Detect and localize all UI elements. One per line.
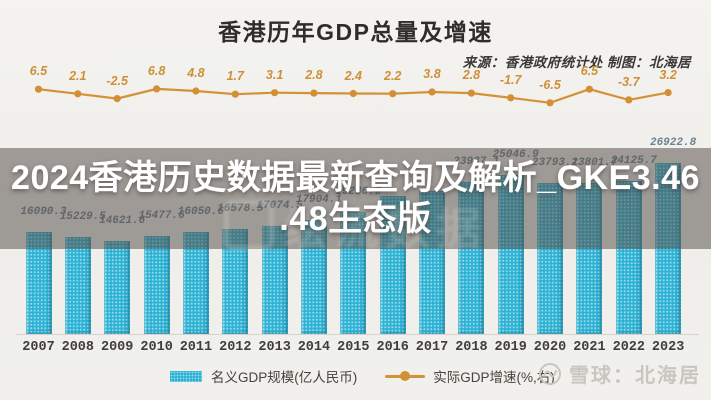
site-watermark-text: 雪球：北海居: [569, 365, 701, 387]
growth-point-marker: [507, 94, 515, 102]
growth-point-marker: [389, 90, 397, 98]
growth-point-marker: [192, 87, 200, 95]
gdp-bar: [64, 237, 91, 334]
growth-point-marker: [546, 99, 554, 107]
x-axis-year-label: 2020: [533, 340, 567, 355]
growth-point-marker: [231, 90, 239, 98]
x-axis-year-label: 2013: [258, 340, 291, 355]
x-axis-year-label: 2018: [455, 340, 488, 355]
growth-point-marker: [585, 85, 594, 93]
growth-point-marker: [34, 85, 43, 93]
overlay-banner-band: [0, 148, 711, 249]
x-axis-baseline: [16, 334, 699, 335]
growth-value-label: 2.2: [383, 68, 402, 83]
growth-value-label: 3.1: [265, 67, 284, 82]
legend-line-marker-icon: [400, 371, 411, 381]
x-axis-year-label: 2023: [651, 340, 685, 355]
overlay-banner-line2: .48生态版: [279, 199, 432, 238]
growth-value-label: 3.8: [423, 67, 441, 81]
chart-title: 香港历年GDP总量及增速: [218, 19, 493, 45]
growth-value-label: -3.7: [618, 74, 640, 89]
x-axis-year-label: 2008: [61, 340, 94, 355]
x-axis-year-label: 2010: [140, 340, 173, 355]
x-axis-year-label: 2022: [612, 340, 645, 355]
x-axis-year-label: 2016: [376, 340, 409, 355]
x-axis-year-label: 2019: [494, 340, 527, 355]
overlay-banner-line1: 2024香港历史数据最新查询及解析_GKE3.46: [11, 158, 700, 197]
growth-point-marker: [271, 89, 279, 97]
growth-point-marker: [664, 89, 672, 97]
growth-value-label: -6.5: [539, 77, 561, 92]
legend-bar-swatch: [170, 370, 202, 382]
growth-value-label: 2.4: [344, 68, 362, 83]
underlying-watermark-text: 绘流数据: [283, 205, 488, 254]
legend-line-swatch: [385, 369, 426, 383]
growth-value-label: -2.5: [106, 73, 128, 88]
x-axis-year-label: 2009: [100, 340, 134, 355]
growth-value-label: 1.7: [226, 69, 244, 84]
x-axis-year-label: 2021: [573, 340, 606, 355]
growth-value-label: 6.5: [29, 64, 48, 79]
x-axis-year-label: 2017: [415, 340, 449, 355]
site-watermark: 雪球：北海居: [538, 359, 701, 388]
growth-value-label: 2.8: [305, 68, 323, 83]
growth-point-marker: [310, 89, 318, 97]
gdp-bar: [182, 232, 209, 334]
growth-point-marker: [625, 96, 633, 104]
growth-point-marker: [467, 89, 475, 97]
gdp-bar: [104, 241, 131, 334]
growth-value-label: 2.1: [69, 68, 87, 83]
x-axis-year-label: 2011: [179, 340, 213, 355]
xueqiu-logo-icon: [539, 362, 561, 385]
growth-point-marker: [153, 85, 161, 93]
growth-value-label: 3.2: [659, 67, 677, 82]
growth-point-marker: [74, 90, 82, 98]
source-note: 来源：香港政府统计处 制图：北海居: [462, 55, 691, 70]
legend-bar-label: 名义GDP规模(亿人民币): [211, 370, 358, 385]
gdp-bar: [143, 235, 170, 334]
bar-value-label: 26922.8: [649, 137, 697, 149]
growth-value-label: 6.5: [580, 64, 599, 79]
x-axis-year-label: 2012: [219, 340, 252, 355]
chart-legend: 名义GDP规模(亿人民币) 实际GDP增速(%,右): [170, 366, 555, 386]
underlying-watermark-logo-icon: [223, 200, 274, 250]
growth-point-marker: [113, 95, 121, 103]
overlay-banner: 2024香港历史数据最新查询及解析_GKE3.46 .48生态版: [0, 147, 711, 250]
growth-value-label: -1.7: [499, 72, 522, 87]
growth-point-marker: [428, 88, 436, 96]
legend-line-label: 实际GDP增速(%,右): [433, 370, 555, 385]
x-axis-year-label: 2015: [337, 340, 370, 355]
growth-value-label: 4.8: [187, 66, 205, 80]
x-axis-year-label: 2014: [297, 340, 331, 355]
growth-value-label: 6.8: [147, 63, 166, 78]
growth-value-label: 2.8: [462, 68, 481, 83]
underlying-watermark: 绘流数据: [223, 193, 488, 257]
growth-point-marker: [349, 89, 357, 98]
x-axis-year-label: 2007: [22, 340, 55, 355]
